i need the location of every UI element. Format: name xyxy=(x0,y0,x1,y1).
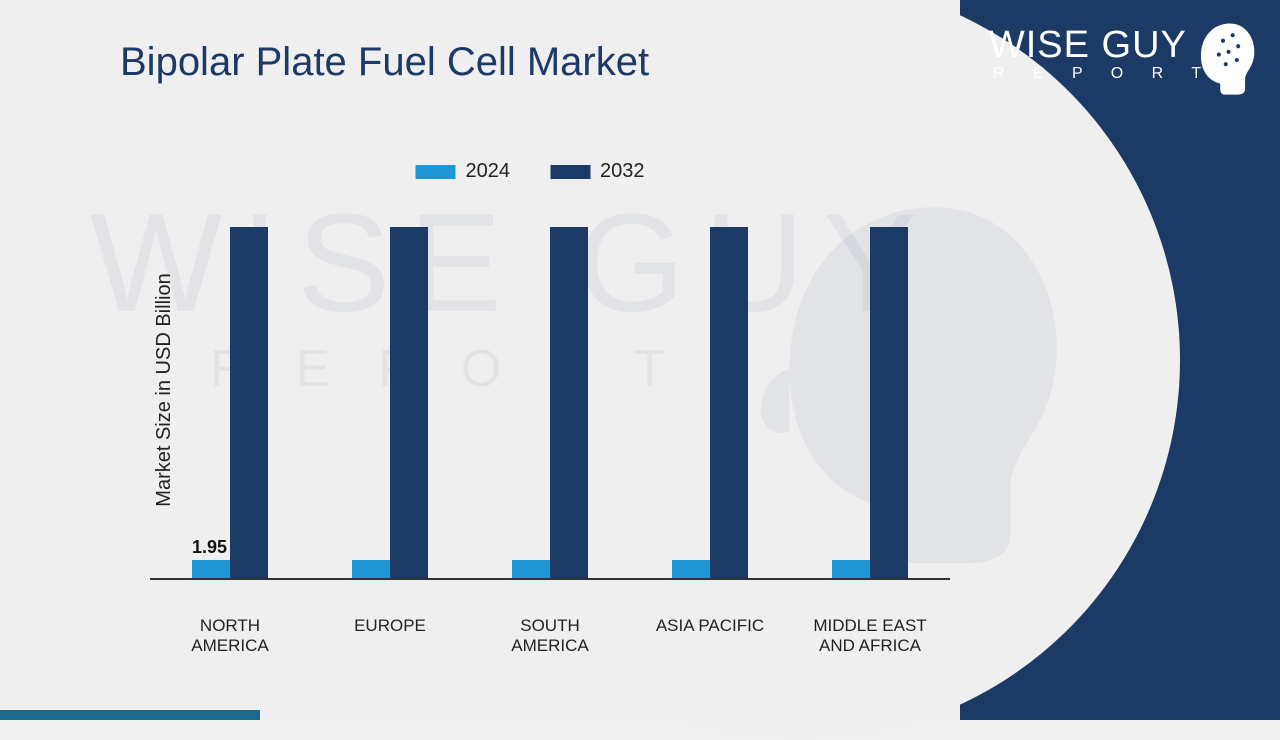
legend-item: 2032 xyxy=(550,160,645,183)
x-axis-label: NORTH AMERICA xyxy=(170,610,290,657)
legend-item: 2024 xyxy=(416,160,511,183)
chart-legend: 2024 2032 xyxy=(416,160,645,183)
legend-swatch-icon xyxy=(550,165,590,179)
brand-logo: WISE GUY R E P O R T S xyxy=(989,24,1252,83)
x-axis-labels: NORTH AMERICA EUROPE SOUTH AMERICA ASIA PAC… xyxy=(150,610,950,657)
legend-label: 2032 xyxy=(600,160,645,183)
bar-group xyxy=(832,227,908,579)
legend-swatch-icon xyxy=(416,165,456,179)
x-axis-label: EUROPE xyxy=(330,610,450,657)
bar xyxy=(512,560,550,578)
bar xyxy=(352,560,390,578)
bar-group xyxy=(352,227,428,579)
x-axis-label: SOUTH AMERICA xyxy=(490,610,610,657)
legend-label: 2024 xyxy=(466,160,511,183)
bar xyxy=(192,560,230,578)
bar-group xyxy=(512,227,588,579)
bar xyxy=(550,227,588,579)
bar xyxy=(230,227,268,579)
canvas: WISE GUYREPORTS WISE GUY R E P O R T S B… xyxy=(0,0,1280,720)
accent-bar xyxy=(0,710,260,720)
bar-chart: Market Size in USD Billion 2024 2032 1.9… xyxy=(110,170,950,610)
bar-value-label: 1.95 xyxy=(192,537,227,558)
bar xyxy=(672,560,710,578)
bar xyxy=(710,227,748,579)
bar xyxy=(832,560,870,578)
bar xyxy=(390,227,428,579)
logo-head-icon xyxy=(1188,20,1258,96)
chart-title: Bipolar Plate Fuel Cell Market xyxy=(120,40,649,85)
x-axis-label: ASIA PACIFIC xyxy=(650,610,770,657)
x-axis-label: MIDDLE EAST AND AFRICA xyxy=(810,610,930,657)
bar-group xyxy=(672,227,748,579)
plot-area: 1.95 xyxy=(150,210,950,580)
bar-group: 1.95 xyxy=(192,227,268,579)
bar xyxy=(870,227,908,579)
